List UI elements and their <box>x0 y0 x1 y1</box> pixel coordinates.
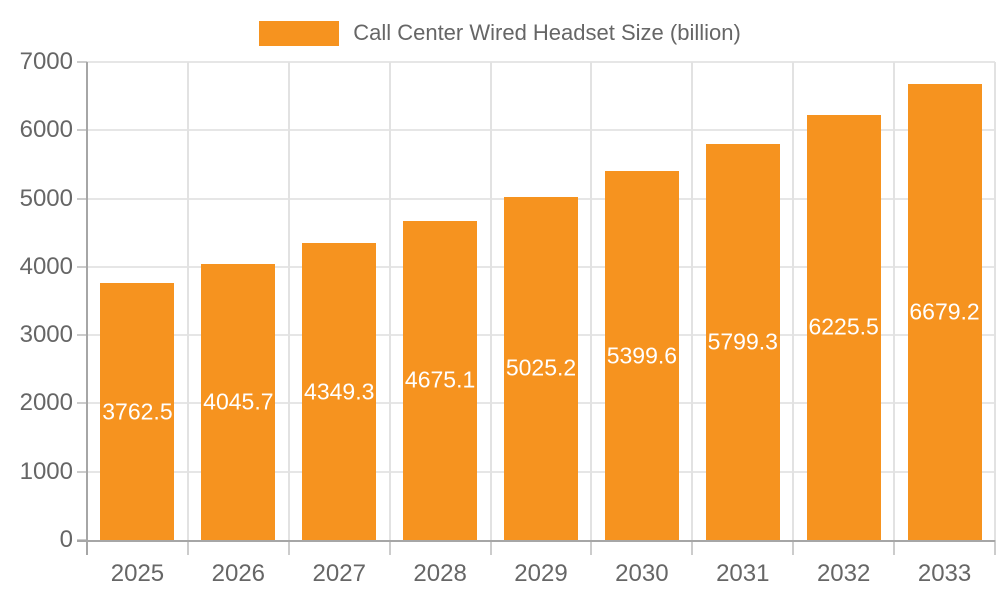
y-axis-tick <box>77 61 87 63</box>
v-gridline <box>388 62 391 540</box>
y-axis-tick <box>77 470 87 473</box>
y-axis-tick-label: 6000 <box>19 116 73 144</box>
y-axis-tick-label: 0 <box>59 526 73 553</box>
x-axis-tick <box>186 540 189 555</box>
x-axis-tick <box>590 540 593 555</box>
legend-swatch-icon <box>259 20 340 46</box>
bar-2033[interactable] <box>907 83 982 540</box>
bar-value-label: 4045.7 <box>203 388 274 415</box>
bar-value-label: 4349.3 <box>304 378 375 404</box>
x-axis-tick-label: 2027 <box>312 560 366 587</box>
v-gridline <box>792 62 795 540</box>
x-axis-tick-label: 2028 <box>413 560 467 587</box>
x-axis-tick-label: 2031 <box>716 560 770 587</box>
y-axis-tick <box>77 402 87 405</box>
x-axis-tick <box>691 540 694 555</box>
x-axis-tick <box>489 540 492 555</box>
bar-value-label: 6679.2 <box>909 298 980 325</box>
h-gridline <box>87 129 995 132</box>
x-axis-tick <box>792 540 795 555</box>
legend: Call Center Wired Headset Size (billion) <box>0 20 1000 46</box>
x-axis-tick <box>388 540 391 555</box>
x-axis-tick-label: 2033 <box>917 560 972 587</box>
v-gridline <box>489 62 492 540</box>
y-axis-tick-label: 3000 <box>19 321 73 349</box>
y-axis-tick-label: 1000 <box>19 457 73 485</box>
bar-2028[interactable] <box>403 220 478 540</box>
x-axis-line <box>77 540 995 542</box>
x-axis-tick <box>287 540 290 555</box>
v-gridline <box>691 62 694 540</box>
bar-value-label: 4675.1 <box>404 366 476 393</box>
y-axis-line <box>86 62 88 555</box>
bar-value-label: 5799.3 <box>707 328 778 355</box>
bar-2026[interactable] <box>201 263 276 540</box>
x-axis-tick-label: 2029 <box>514 560 568 587</box>
bar-2029[interactable] <box>504 196 578 540</box>
x-axis-tick <box>994 540 996 555</box>
x-axis-tick-label: 2032 <box>816 560 871 587</box>
bar-value-label: 3762.5 <box>102 398 173 425</box>
bar-2025[interactable] <box>100 283 175 540</box>
bar-2027[interactable] <box>302 243 377 540</box>
y-axis-tick-label: 2000 <box>19 389 73 417</box>
y-axis-tick-label: 5000 <box>19 184 73 212</box>
y-axis-tick <box>77 129 87 132</box>
legend-item[interactable]: Call Center Wired Headset Size (billion) <box>259 20 741 46</box>
v-gridline <box>893 62 896 540</box>
v-gridline <box>186 62 189 540</box>
x-axis-tick <box>893 540 896 555</box>
x-axis-tick-label: 2025 <box>110 560 165 587</box>
v-gridline <box>590 62 593 540</box>
bar-value-label: 5025.2 <box>505 354 577 381</box>
bar-value-label: 6225.5 <box>808 313 879 340</box>
legend-label: Call Center Wired Headset Size (billion) <box>353 20 741 45</box>
y-axis-tick <box>77 197 87 200</box>
y-axis-tick-label: 4000 <box>19 252 73 280</box>
bar-2031[interactable] <box>705 143 780 540</box>
v-gridline <box>994 62 996 540</box>
x-axis-tick-label: 2026 <box>211 560 266 587</box>
bar-value-label: 5399.6 <box>606 342 678 369</box>
x-axis-tick-label: 2030 <box>615 560 669 587</box>
v-gridline <box>287 62 290 540</box>
y-axis-tick-label: 7000 <box>19 48 73 75</box>
bar-2030[interactable] <box>604 171 679 540</box>
h-gridline <box>87 61 995 63</box>
bar-2032[interactable] <box>806 114 881 540</box>
y-axis-tick <box>77 265 87 268</box>
y-axis-tick <box>77 334 87 337</box>
